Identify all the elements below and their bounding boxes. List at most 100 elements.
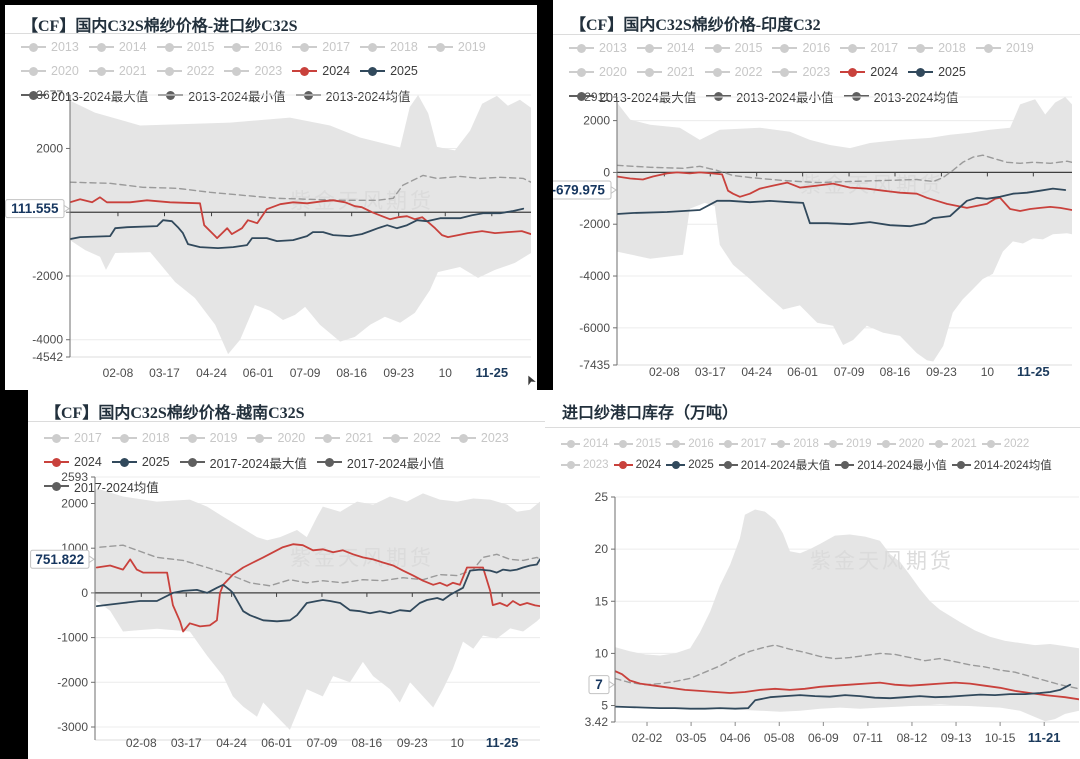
y-tick-label: 3.42 [585, 715, 609, 729]
legend-item-2015[interactable]: 2015 [613, 433, 661, 454]
legend-item-2018[interactable]: 2018 [771, 433, 819, 454]
legend-item-2022[interactable]: 2022 [704, 60, 762, 84]
line-dot-marker-icon [840, 43, 866, 53]
legend-item-2014[interactable]: 2014 [636, 36, 695, 60]
legend-item-2022[interactable]: 2022 [383, 426, 441, 450]
legend-item-2013-2024最大值[interactable]: 2013-2024最大值 [21, 83, 148, 107]
legend-label: 2018 [793, 437, 819, 450]
legend-item-2017[interactable]: 2017 [840, 36, 898, 60]
legend-item-2020[interactable]: 2020 [569, 60, 627, 84]
legend-item-2020[interactable]: 2020 [876, 433, 924, 454]
legend-label: 2020 [277, 431, 306, 445]
line-dot-marker-icon [981, 439, 1001, 449]
line-dot-marker-icon [613, 460, 633, 470]
legend-item-2022[interactable]: 2022 [981, 433, 1029, 454]
line-dot-marker-icon [316, 457, 342, 467]
legend-item-2023[interactable]: 2023 [450, 426, 509, 450]
legend-item-2014[interactable]: 2014 [561, 433, 609, 454]
legend-item-2017[interactable]: 2017 [292, 35, 350, 59]
legend-item-2022[interactable]: 2022 [156, 59, 215, 83]
legend-item-2023[interactable]: 2023 [561, 454, 609, 475]
legend-label: 2016 [802, 41, 831, 55]
line-dot-marker-icon [718, 460, 738, 470]
legend-item-2016[interactable]: 2016 [772, 36, 830, 60]
legend-item-2019[interactable]: 2019 [823, 433, 872, 454]
legend-item-2017[interactable]: 2017 [718, 433, 767, 454]
x-tick-label: 07-11 [853, 731, 883, 745]
legend-item-2017-2024最大值[interactable]: 2017-2024最大值 [179, 450, 307, 474]
series-line-2014-2024均值 [615, 644, 1079, 690]
legend-item-2014-2024最大值[interactable]: 2014-2024最大值 [718, 454, 830, 475]
line-dot-marker-icon [427, 42, 453, 52]
line-dot-marker-icon [823, 439, 843, 449]
legend-item-2024[interactable]: 2024 [292, 59, 350, 83]
y-tick-label: -2000 [579, 217, 610, 231]
y-tick-label: 2000 [61, 497, 88, 511]
line-dot-marker-icon [88, 42, 114, 52]
legend-label: 2014 [583, 437, 609, 450]
legend-item-2025[interactable]: 2025 [111, 450, 170, 474]
legend-label: 2022 [186, 64, 215, 78]
legend-item-2021[interactable]: 2021 [88, 59, 147, 83]
legend-item-2017[interactable]: 2017 [44, 426, 102, 450]
legend-item-2020[interactable]: 2020 [247, 426, 305, 450]
legend-item-2013[interactable]: 2013 [21, 35, 79, 59]
legend-item-2014-2024均值[interactable]: 2014-2024均值 [951, 454, 1052, 475]
legend-item-2019[interactable]: 2019 [975, 36, 1034, 60]
legend-item-2013[interactable]: 2013 [569, 36, 627, 60]
x-tick-label: 09-23 [383, 366, 414, 380]
legend-item-2024[interactable]: 2024 [840, 60, 898, 84]
legend-item-2020[interactable]: 2020 [21, 59, 79, 83]
y-tick-label: 2593 [61, 470, 88, 484]
legend-item-2017-2024最小值[interactable]: 2017-2024最小值 [316, 450, 444, 474]
legend-label: 2024 [322, 64, 351, 78]
watermark: 紫金天风期货 [810, 550, 954, 573]
legend-label: 2014-2024均值 [973, 459, 1052, 472]
legend-item-2018[interactable]: 2018 [111, 426, 170, 450]
legend-item-2021[interactable]: 2021 [929, 433, 977, 454]
legend-label: 2024 [74, 455, 102, 469]
line-dot-marker-icon [315, 433, 341, 443]
legend-item-2014-2024最小值[interactable]: 2014-2024最小值 [835, 454, 947, 475]
series-line-2024 [617, 171, 1072, 212]
series-line-2025 [617, 187, 1067, 228]
legend-label: 2025 [141, 455, 170, 469]
legend-item-2023[interactable]: 2023 [772, 60, 830, 84]
legend-item-2019[interactable]: 2019 [427, 35, 486, 59]
latest-value-tag: 111.555 [5, 199, 70, 219]
x-tick-label: 10 [981, 365, 995, 379]
legend-item-2016[interactable]: 2016 [666, 433, 714, 454]
legend-item-2021[interactable]: 2021 [636, 60, 695, 84]
legend-item-2021[interactable]: 2021 [315, 426, 373, 450]
x-tick-label: 03-05 [676, 731, 707, 745]
legend-item-2016[interactable]: 2016 [224, 35, 282, 59]
line-dot-marker-icon [704, 43, 730, 53]
line-dot-marker-icon [224, 42, 250, 52]
legend-label: 2017 [322, 40, 351, 54]
x-tick-label: 08-16 [880, 365, 911, 379]
legend-item-2024[interactable]: 2024 [613, 454, 661, 475]
legend-label: 2017 [74, 431, 102, 445]
legend-item-2025[interactable]: 2025 [666, 454, 714, 475]
legend-item-2015[interactable]: 2015 [156, 35, 214, 59]
legend-item-2018[interactable]: 2018 [908, 36, 966, 60]
legend-label: 2021 [345, 431, 374, 445]
legend-item-2024[interactable]: 2024 [44, 450, 102, 474]
legend-item-2025[interactable]: 2025 [908, 60, 966, 84]
legend-item-2015[interactable]: 2015 [704, 36, 762, 60]
y-tick-label: -6000 [579, 321, 610, 335]
legend-label: 2017 [740, 437, 767, 450]
x-tick-label: 07-09 [834, 365, 865, 379]
legend-label: 2019 [209, 431, 238, 445]
x-tick-label: 09-23 [397, 736, 428, 750]
legend-label: 2013-2024均值 [325, 89, 411, 104]
legend-item-2014[interactable]: 2014 [88, 35, 147, 59]
legend-item-2018[interactable]: 2018 [360, 35, 418, 59]
line-dot-marker-icon [21, 90, 46, 100]
legend-item-2019[interactable]: 2019 [179, 426, 238, 450]
legend-item-2023[interactable]: 2023 [224, 59, 282, 83]
legend-item-2025[interactable]: 2025 [360, 59, 418, 83]
series-line-2025 [70, 207, 525, 249]
line-dot-marker-icon [360, 42, 386, 52]
